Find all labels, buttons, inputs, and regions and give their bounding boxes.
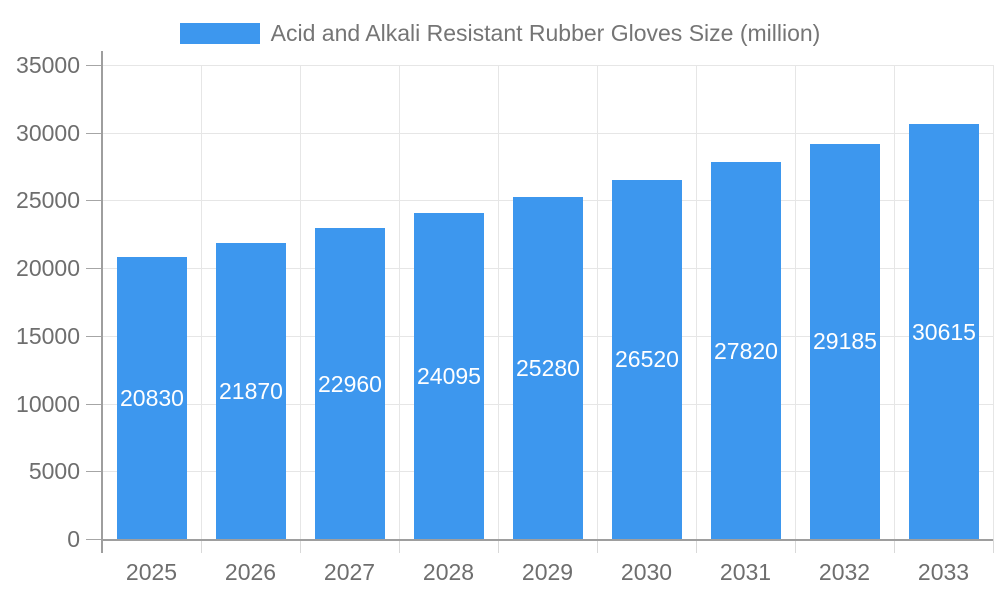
y-axis-tick [86,539,102,540]
chart-title: Acid and Alkali Resistant Rubber Gloves … [270,20,821,46]
bar[interactable] [216,243,286,539]
x-tick-label: 2025 [125,559,178,585]
x-axis-tick [993,539,994,553]
x-tick-label: 2028 [422,559,475,585]
y-axis-line [101,51,103,553]
legend-item[interactable]: Acid and Alkali Resistant Rubber Gloves … [179,20,821,46]
v-gridline [894,65,895,539]
bar-value-label: 25280 [516,355,580,381]
bar-value-label: 24095 [417,363,481,389]
y-axis-tick [86,404,102,405]
bar[interactable] [315,228,385,539]
x-tick-label: 2031 [719,559,772,585]
bar[interactable] [612,180,682,539]
legend: Acid and Alkali Resistant Rubber Gloves … [0,16,1000,50]
x-axis-tick [498,539,499,553]
y-axis-tick [86,471,102,472]
x-axis-tick [300,539,301,553]
v-gridline [696,65,697,539]
v-gridline [795,65,796,539]
bar-value-label: 27820 [714,338,778,364]
h-gridline [102,133,993,134]
v-gridline [201,65,202,539]
bar-value-label: 21870 [219,378,283,404]
bar[interactable] [117,257,187,539]
x-axis-tick [894,539,895,553]
bar-value-label: 20830 [120,385,184,411]
y-tick-label: 15000 [16,323,80,349]
bar-value-label: 29185 [813,328,877,354]
v-gridline [300,65,301,539]
v-gridline [498,65,499,539]
x-tick-label: 2032 [818,559,871,585]
x-axis-tick [795,539,796,553]
y-tick-label: 25000 [16,187,80,213]
y-tick-label: 35000 [16,52,80,78]
x-axis-line [101,539,993,541]
x-axis-tick [399,539,400,553]
x-tick-label: 2026 [224,559,277,585]
x-axis-tick [597,539,598,553]
bar[interactable] [513,197,583,539]
x-tick-label: 2030 [620,559,673,585]
x-tick-label: 2033 [917,559,970,585]
y-axis-tick [86,336,102,337]
x-axis-tick [201,539,202,553]
v-gridline [993,65,994,539]
x-axis-tick [696,539,697,553]
bar-value-label: 22960 [318,371,382,397]
bar[interactable] [711,162,781,539]
x-tick-label: 2029 [521,559,574,585]
y-tick-label: 10000 [16,391,80,417]
bar[interactable] [810,144,880,539]
v-gridline [399,65,400,539]
y-axis-tick [86,268,102,269]
bar[interactable] [414,213,484,539]
bar-value-label: 30615 [912,319,976,345]
y-tick-label: 5000 [28,458,80,484]
v-gridline [597,65,598,539]
y-tick-label: 0 [67,526,80,552]
bar[interactable] [909,124,979,539]
legend-swatch [179,22,260,44]
x-tick-label: 2027 [323,559,376,585]
y-axis-tick [86,133,102,134]
h-gridline [102,65,993,66]
y-tick-label: 30000 [16,120,80,146]
y-axis-tick [86,200,102,201]
y-tick-label: 20000 [16,255,80,281]
bar-value-label: 26520 [615,346,679,372]
y-axis-tick [86,65,102,66]
